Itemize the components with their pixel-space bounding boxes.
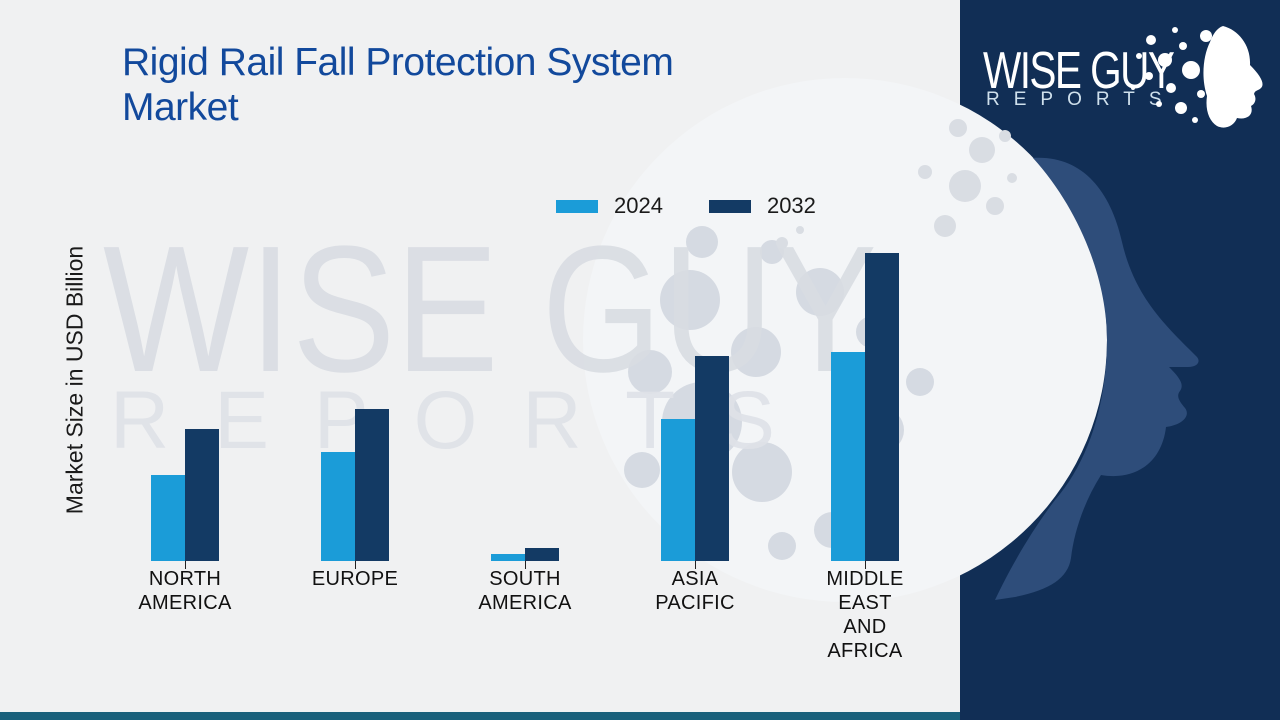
- bar-2032-south-america: [525, 548, 559, 561]
- legend-item-2024: 2024: [556, 193, 663, 219]
- page-title-line1: Rigid Rail Fall Protection System: [122, 41, 674, 84]
- decor-bubble: [686, 226, 718, 258]
- bar-2024-asia-pacific: [661, 419, 695, 561]
- decor-dot: [999, 130, 1011, 142]
- legend-swatch-2032: [708, 199, 751, 213]
- decor-bubble: [768, 532, 796, 560]
- decor-dot: [949, 170, 981, 202]
- y-axis-label: Market Size in USD Billion: [61, 245, 88, 515]
- category-label-south-america: SOUTH AMERICA: [478, 568, 572, 614]
- category-label-north-america: NORTH AMERICA: [138, 568, 232, 614]
- bar-2024-north-america: [151, 475, 185, 561]
- legend-label-2032: 2032: [766, 193, 816, 218]
- page-title: Rigid Rail Fall Protection System Market: [122, 40, 674, 130]
- chart-legend: 2024 2032: [556, 193, 816, 219]
- decor-dot: [969, 137, 995, 163]
- decor-bubble: [731, 327, 781, 377]
- decor-dot: [918, 165, 932, 179]
- axis-tick-middle-east-and-africa: [865, 561, 866, 569]
- category-label-europe: EUROPE: [311, 568, 399, 590]
- legend-item-2032: 2032: [708, 193, 816, 219]
- legend-swatch-2024: [556, 199, 598, 213]
- logo-subtext: REPORTS: [986, 89, 1176, 110]
- decor-bubble: [660, 270, 720, 330]
- logo-wordmark: WISE GUY: [983, 42, 1175, 100]
- page-title-line2: Market: [122, 86, 239, 129]
- decor-dot: [1007, 173, 1017, 183]
- logo-face-icon: [1131, 26, 1263, 128]
- decor-bubble: [906, 368, 934, 396]
- decor-bubble: [796, 268, 844, 316]
- decor-bubble: [732, 442, 792, 502]
- bar-2024-middle-east-and-africa: [831, 352, 865, 561]
- bottom-accent-bar: [0, 712, 960, 720]
- bar-2032-europe: [355, 409, 389, 561]
- axis-tick-south-america: [525, 561, 526, 569]
- bar-2032-north-america: [185, 429, 219, 561]
- bar-2024-south-america: [491, 554, 525, 561]
- decor-face-silhouette: [995, 157, 1199, 600]
- category-label-middle-east-and-africa: MIDDLE EAST AND AFRICA: [826, 568, 904, 662]
- axis-tick-europe: [355, 561, 356, 569]
- category-label-asia-pacific: ASIA PACIFIC: [655, 568, 735, 614]
- axis-tick-north-america: [185, 561, 186, 569]
- decor-dot: [796, 226, 804, 234]
- axis-tick-asia-pacific: [695, 561, 696, 569]
- decor-dot: [949, 119, 967, 137]
- bar-2024-europe: [321, 452, 355, 561]
- decor-dot: [776, 237, 788, 249]
- decor-dot: [934, 215, 956, 237]
- bar-2032-middle-east-and-africa: [865, 253, 899, 561]
- decor-bubble: [628, 350, 672, 394]
- bar-2032-asia-pacific: [695, 356, 729, 561]
- decor-dot: [986, 197, 1004, 215]
- watermark-wordmark: WISE GUY: [103, 209, 878, 410]
- decor-bubble: [624, 452, 660, 488]
- legend-label-2024: 2024: [614, 193, 663, 218]
